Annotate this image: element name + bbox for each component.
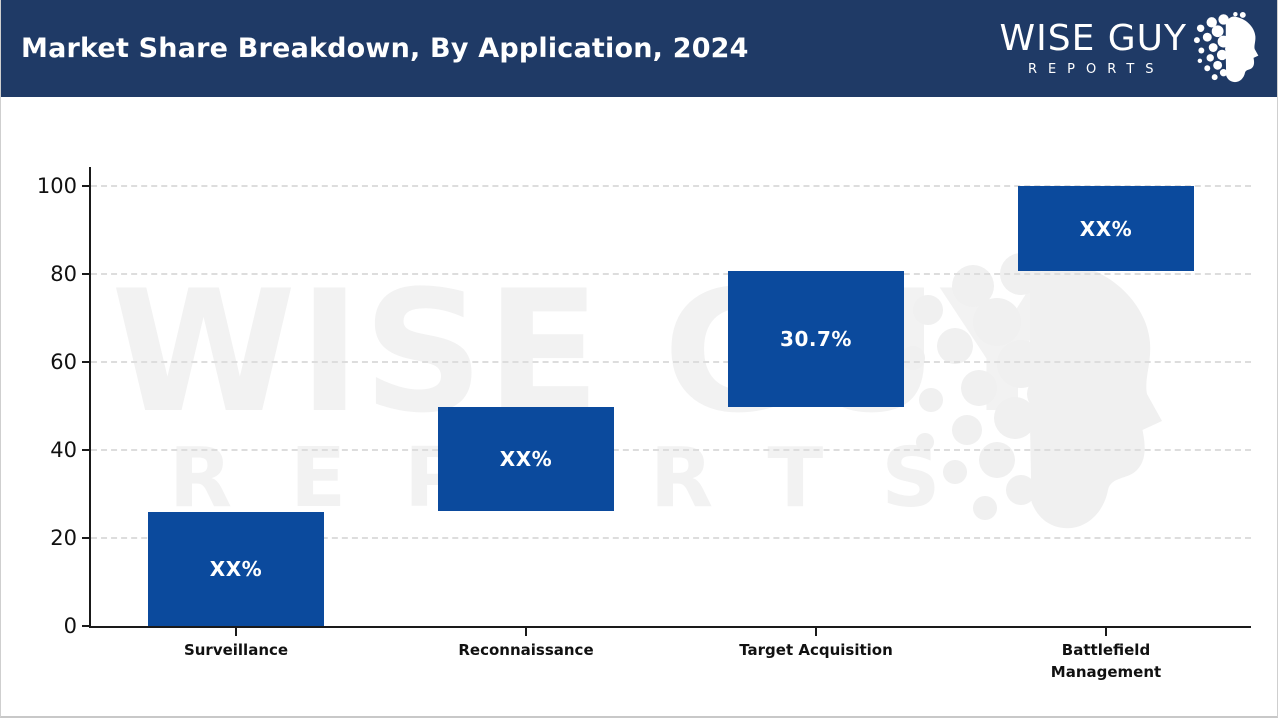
bar-value-label: XX% (209, 556, 263, 581)
gridline-100 (91, 184, 1251, 187)
logo-wordmark: WISE GUY (999, 18, 1187, 59)
y-axis-tick-label: 40 (50, 437, 77, 462)
y-axis-tick-label: 20 (50, 525, 77, 550)
bar-segment: 30.7% (728, 271, 904, 407)
gridline-40 (91, 448, 1251, 451)
y-axis-tick-100 (82, 184, 90, 187)
y-axis-tick-80 (82, 272, 90, 275)
gridline-80 (91, 272, 1251, 275)
bar-value-label: XX% (499, 447, 553, 472)
bar-value-label: 30.7% (780, 327, 852, 352)
y-axis-tick-label: 60 (50, 349, 77, 374)
x-axis-tick (815, 628, 817, 636)
page-title: Market Share Breakdown, By Application, … (21, 33, 749, 64)
logo-subtext: REPORTS (1027, 62, 1165, 77)
y-axis-tick-0 (82, 625, 90, 627)
brand-logo-text: WISE GUY REPORTS (999, 18, 1188, 78)
header: Market Share Breakdown, By Application, … (1, 0, 1277, 97)
x-axis-spine (89, 626, 1251, 628)
category-label: Target Acquisition (739, 641, 893, 659)
category-label: Reconnaissance (458, 641, 594, 659)
y-axis-tick-label: 0 (63, 614, 77, 638)
x-axis-tick (525, 628, 527, 636)
bar-segment: XX% (1018, 185, 1194, 272)
brand-logo: WISE GUY REPORTS (1000, 6, 1266, 92)
bar-segment: XX% (148, 511, 324, 626)
gridline-20 (91, 536, 1251, 539)
gridline-60 (91, 360, 1251, 363)
y-axis-tick-40 (82, 448, 90, 451)
y-axis-tick-label: 80 (50, 261, 77, 286)
y-axis-tick-label: 100 (36, 173, 77, 198)
y-axis-tick-20 (82, 536, 90, 539)
bar-value-label: XX% (1079, 216, 1133, 241)
category-label: Battlefield Management (1050, 641, 1162, 681)
x-axis-tick (1105, 628, 1107, 636)
y-axis-tick-60 (82, 360, 90, 363)
bar-segment: XX% (438, 406, 614, 512)
x-axis-tick (235, 628, 237, 636)
y-axis-spine (89, 167, 91, 628)
category-label: Surveillance (183, 641, 289, 659)
